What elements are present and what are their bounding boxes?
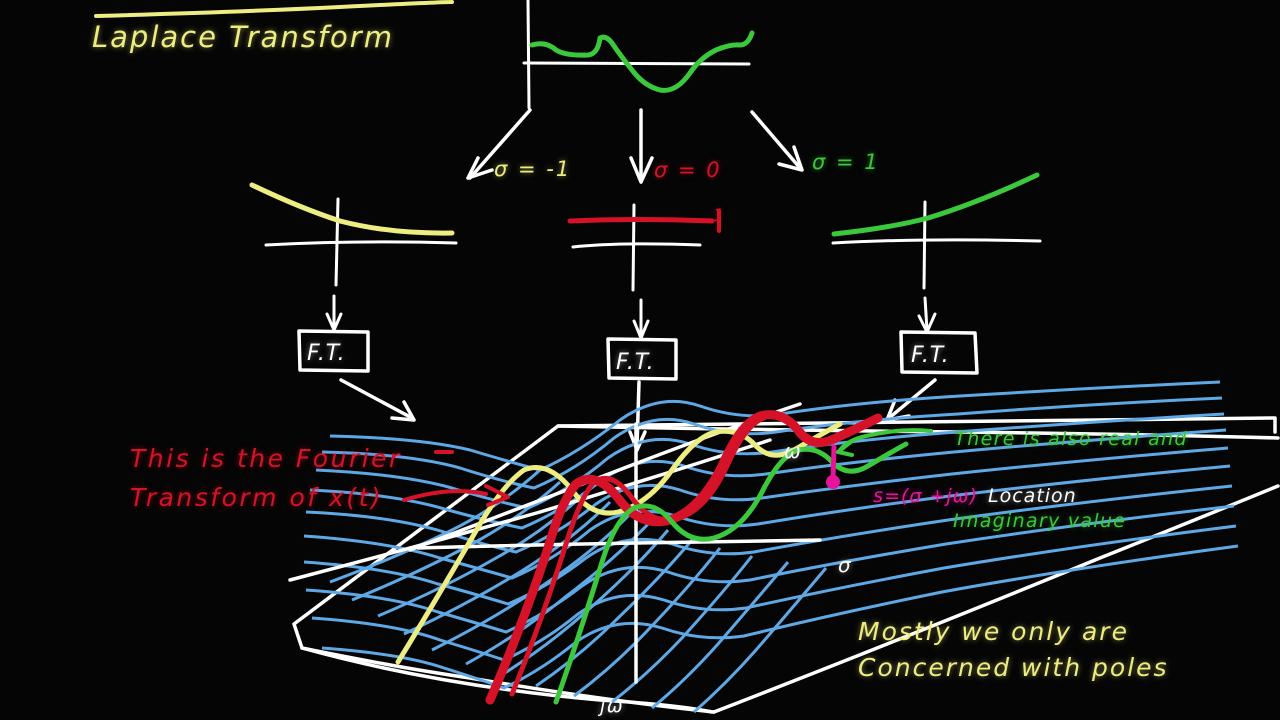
sigma-zero-slice-curve-inner: [509, 415, 767, 697]
top-signal-plot: [522, 0, 755, 110]
arrows-into-ft: [325, 294, 937, 340]
arrow-to-sigma-1-head: [777, 145, 804, 172]
arrow-mid-into-ft-head: [632, 319, 650, 340]
ft-box-right[interactable]: [899, 330, 979, 375]
arrows-out-of-ft: [339, 378, 937, 452]
arrow-to-sigma-neg1: [468, 108, 532, 180]
left-plot-curve: [249, 182, 455, 236]
surface-diagonal-axis: [288, 438, 772, 582]
top-signal-y-axis: [526, 0, 531, 110]
arrow-to-sigma-neg1-head: [466, 156, 494, 180]
right-plot-x-axis: [831, 238, 1042, 245]
arrow-right-into-ft: [923, 296, 929, 332]
surface-omega-axis: [416, 538, 822, 550]
s-plane-surface: [288, 380, 1280, 714]
left-exponential-plot: [249, 182, 458, 287]
branch-arrows: [466, 108, 804, 184]
middle-plot-x-axis: [571, 242, 702, 249]
ft-boxes: [297, 329, 979, 381]
fourier-note-arrow-head: [484, 484, 510, 507]
arrow-right-into-ft-head: [917, 312, 937, 334]
s-location-arrow: [830, 444, 837, 481]
arrow-left-into-ft-head: [325, 312, 343, 332]
s-location-dot: [826, 475, 840, 489]
top-signal-curve: [529, 30, 755, 93]
sigma-pos1-slice-curve: [553, 441, 909, 705]
surface-base-front-edge: [300, 646, 716, 714]
surface-base-right-edge: [712, 484, 1280, 714]
arrow-to-sigma-1: [750, 110, 802, 170]
real-imag-pointer-head: [836, 439, 854, 457]
right-plot-curve: [831, 172, 1040, 237]
left-plot-y-axis: [334, 197, 340, 287]
fourier-note-arrow: [402, 489, 488, 502]
arrow-to-sigma-0-head: [629, 156, 654, 184]
arrow-left-out-of-ft: [339, 378, 414, 420]
arrow-left-out-head: [390, 400, 416, 422]
ft-box-left[interactable]: [297, 329, 370, 373]
left-plot-x-axis: [264, 240, 458, 247]
middle-constant-plot: [567, 203, 721, 292]
top-signal-x-axis: [522, 61, 751, 66]
right-plot-y-axis: [922, 200, 927, 290]
title-underline: [94, 0, 454, 18]
ft-box-middle[interactable]: [606, 337, 678, 381]
middle-plot-curve: [567, 217, 715, 224]
right-exponential-plot: [831, 172, 1042, 290]
